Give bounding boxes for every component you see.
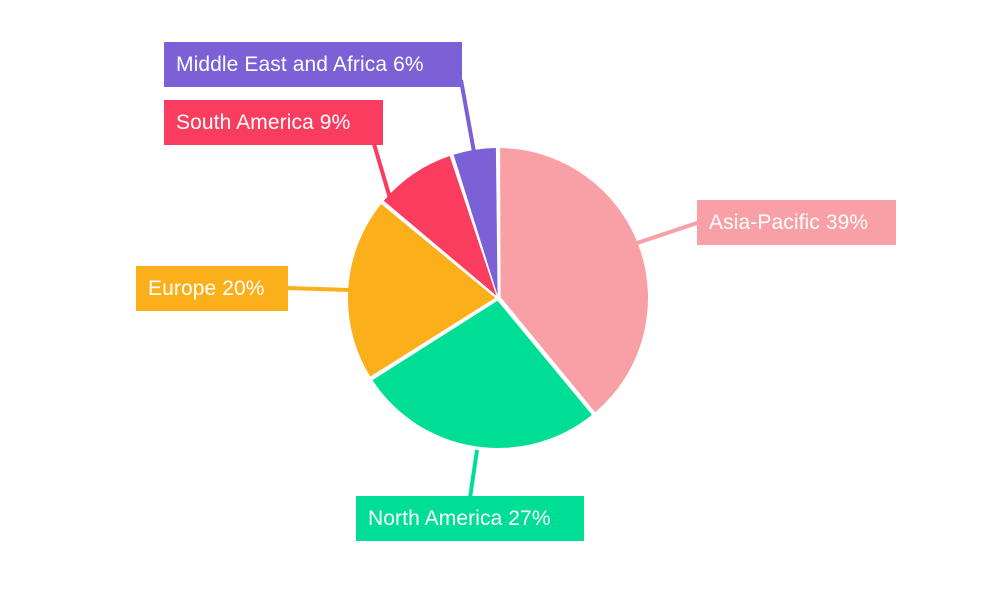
pie-slice-asia-pacific[interactable] xyxy=(500,148,649,413)
pie-label-north-america-text: North America 27% xyxy=(368,507,551,530)
pie-label-middle-east-africa[interactable]: Middle East and Africa 6% xyxy=(164,42,462,87)
pie-label-north-america[interactable]: North America 27% xyxy=(356,496,584,541)
leader-line-europe xyxy=(286,286,351,292)
leader-line-south-america xyxy=(370,136,394,206)
pie-slice-middle-east-africa[interactable] xyxy=(453,148,498,296)
pie-label-south-america-text: South America 9% xyxy=(176,111,351,134)
pie-slice-europe[interactable] xyxy=(348,204,496,377)
pie-label-asia-pacific[interactable]: Asia-Pacific 39% xyxy=(697,200,896,245)
pie-label-asia-pacific-text: Asia-Pacific 39% xyxy=(709,211,869,234)
pie-slices xyxy=(348,148,649,448)
leader-line-middle-east-africa xyxy=(459,79,476,153)
pie-slice-south-america[interactable] xyxy=(383,156,497,296)
pie-slice-north-america[interactable] xyxy=(372,300,592,448)
pie-label-europe-text: Europe 20% xyxy=(148,277,265,300)
leader-lines xyxy=(286,79,701,499)
leader-line-asia-pacific xyxy=(636,220,701,245)
pie-label-south-america[interactable]: South America 9% xyxy=(164,100,383,145)
pie-label-middle-east-africa-text: Middle East and Africa 6% xyxy=(176,53,424,76)
pie-label-europe[interactable]: Europe 20% xyxy=(136,266,288,311)
leader-line-north-america xyxy=(468,449,479,499)
